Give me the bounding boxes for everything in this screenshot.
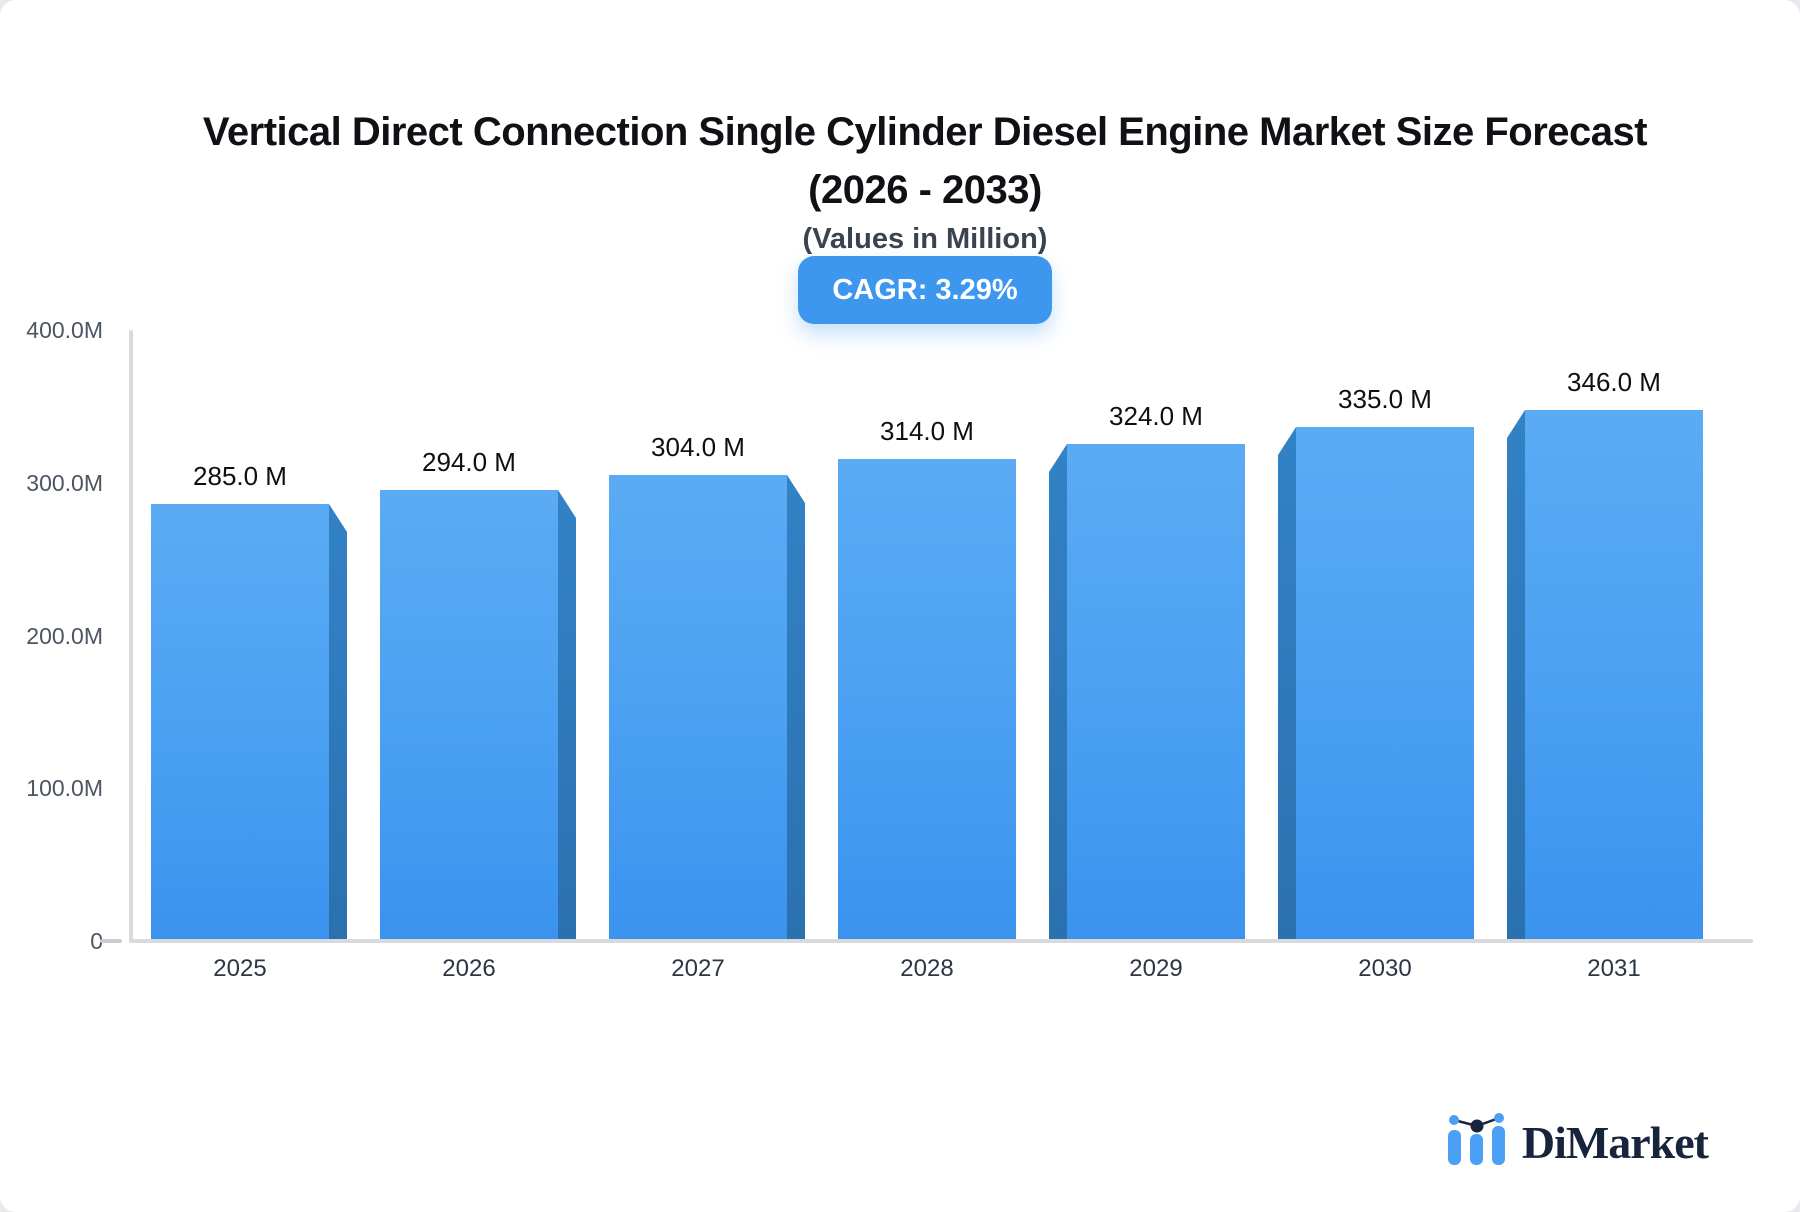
x-axis-line (129, 939, 1753, 943)
y-axis-line (129, 330, 133, 941)
bar-value-label: 324.0 M (1109, 401, 1203, 431)
dimarket-logo[interactable]: DiMarket (1446, 1110, 1709, 1168)
bar-2028[interactable]: 314.0 M (838, 416, 1016, 939)
bar-2029[interactable]: 324.0 M (1067, 401, 1245, 939)
bar-value-label: 294.0 M (422, 447, 516, 477)
x-axis-label-2027: 2027 (671, 955, 725, 982)
bar-value-label: 314.0 M (880, 416, 974, 446)
bar-2027[interactable]: 304.0 M (609, 432, 787, 939)
bar-value-label: 335.0 M (1338, 384, 1432, 414)
y-axis-label-100.0M: 100.0M (26, 775, 103, 802)
x-axis-label-2026: 2026 (442, 955, 496, 982)
bar-value-label: 285.0 M (193, 461, 287, 491)
chart-title-range: (2026 - 2033) (808, 168, 1042, 212)
zero-tick-mark (100, 939, 122, 943)
bar-2030[interactable]: 335.0 M (1296, 384, 1474, 939)
x-axis-labels: 2025 2026 2027 2028 2029 2030 2031 (131, 954, 1745, 994)
y-axis-label-0: 0 (90, 928, 103, 954)
cagr-badge: CAGR: 3.29% (798, 256, 1052, 324)
dimarket-logo-text: DiMarket (1521, 1117, 1709, 1168)
chart-header: Vertical Direct Connection Single Cylind… (50, 112, 1800, 324)
x-axis-label-2031: 2031 (1587, 955, 1641, 982)
x-axis-label-2030: 2030 (1358, 955, 1412, 982)
plot-area: 285.0 M 294.0 M 304.0 M 314.0 M 324.0 M 335.0… (131, 330, 1745, 939)
x-axis-label-2025: 2025 (213, 955, 267, 982)
bar-2031[interactable]: 346.0 M (1525, 367, 1703, 939)
y-axis-labels: 400.0M 300.0M 200.0M 100.0M 0 (8, 317, 103, 954)
y-axis-label-200.0M: 200.0M (26, 622, 103, 649)
bar-value-label: 304.0 M (651, 432, 745, 462)
x-axis-label-2028: 2028 (900, 955, 954, 982)
bar-2025[interactable]: 285.0 M (151, 461, 329, 939)
y-axis-label-400.0M: 400.0M (26, 317, 103, 343)
chart-subtitle: (Values in Million) (802, 223, 1048, 255)
chart-title: Vertical Direct Connection Single Cylind… (202, 110, 1648, 154)
y-axis-label-300.0M: 300.0M (26, 469, 103, 496)
bar-2026[interactable]: 294.0 M (380, 447, 558, 939)
bar-value-label: 346.0 M (1567, 367, 1661, 397)
dimarket-logo-icon (1447, 1113, 1505, 1165)
x-axis-label-2029: 2029 (1129, 955, 1183, 982)
